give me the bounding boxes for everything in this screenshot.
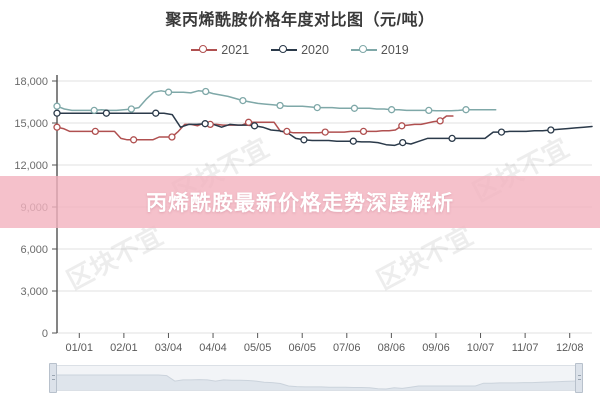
svg-text:10/07: 10/07 <box>467 342 495 354</box>
chart-legend: 2021 2020 2019 <box>0 43 600 57</box>
svg-text:03/04: 03/04 <box>155 342 183 354</box>
legend-item-2020[interactable]: 2020 <box>271 43 329 57</box>
x-axis-labels: 01/01 02/01 03/04 04/04 05/05 06/05 07/06 08/06… <box>66 342 584 354</box>
svg-text:9,000: 9,000 <box>20 202 48 214</box>
datazoom-handle-left[interactable] <box>49 363 57 393</box>
svg-text:3,000: 3,000 <box>20 286 48 298</box>
svg-text:06/05: 06/05 <box>288 342 316 354</box>
legend-label-2021: 2021 <box>221 43 250 57</box>
datazoom-preview <box>53 374 579 390</box>
grid-lines <box>57 80 592 334</box>
series-markers <box>53 87 555 147</box>
svg-text:18,000: 18,000 <box>14 76 48 88</box>
chart-title: 聚丙烯酰胺价格年度对比图（元/吨） <box>165 12 435 29</box>
legend-label-2019: 2019 <box>380 43 409 57</box>
svg-text:6,000: 6,000 <box>20 244 48 256</box>
legend-item-2021[interactable]: 2021 <box>191 43 249 57</box>
legend-label-2020: 2020 <box>301 43 329 57</box>
svg-text:04/04: 04/04 <box>199 342 227 354</box>
svg-text:05/05: 05/05 <box>244 342 272 354</box>
legend-item-2019[interactable]: 2019 <box>350 43 409 57</box>
svg-text:08/06: 08/06 <box>378 342 406 354</box>
series-lines <box>56 90 593 147</box>
legend-marker-2019 <box>350 44 377 56</box>
datazoom-slider[interactable] <box>49 363 583 393</box>
legend-marker-2020 <box>271 44 298 56</box>
svg-text:15,000: 15,000 <box>14 118 48 130</box>
datazoom-handle-right[interactable] <box>575 363 583 393</box>
svg-text:01/01: 01/01 <box>66 342 94 354</box>
svg-text:07/06: 07/06 <box>333 342 361 354</box>
legend-marker-2021 <box>191 44 218 56</box>
svg-text:09/06: 09/06 <box>422 342 450 354</box>
y-axis-labels: 0 3,000 6,000 9,000 12,000 15,000 18,000 <box>14 76 48 340</box>
svg-text:12,000: 12,000 <box>14 160 48 172</box>
svg-text:0: 0 <box>42 328 48 340</box>
svg-text:12/08: 12/08 <box>556 342 584 354</box>
svg-text:11/07: 11/07 <box>512 342 539 354</box>
svg-text:02/01: 02/01 <box>110 342 138 354</box>
y-tick-marks <box>52 80 57 334</box>
x-tick-marks <box>78 333 571 338</box>
